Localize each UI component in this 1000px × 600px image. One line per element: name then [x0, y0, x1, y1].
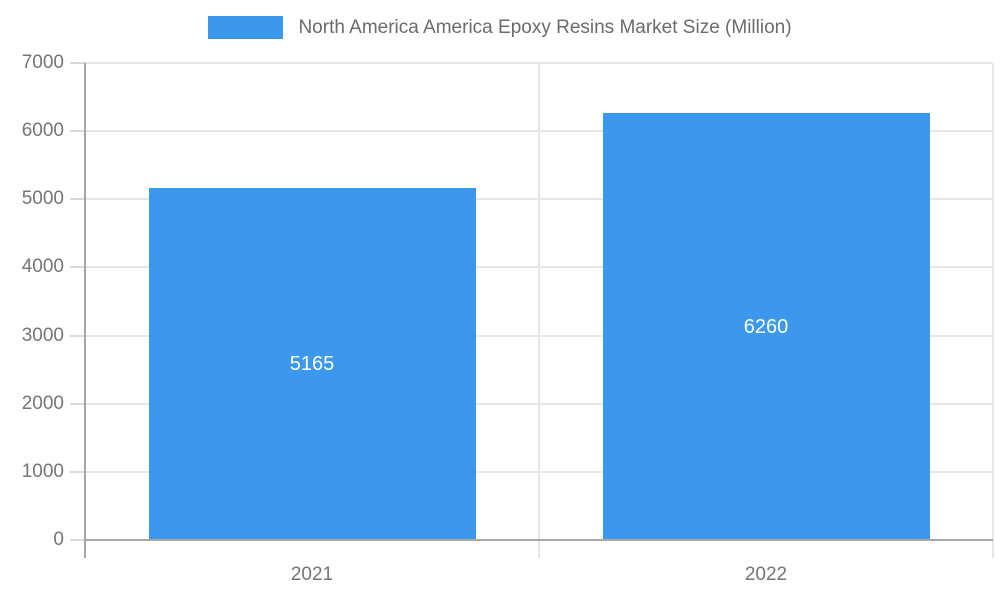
y-axis-tick	[70, 266, 85, 269]
y-axis-tick	[70, 539, 85, 541]
bar-2022[interactable]	[602, 113, 930, 540]
y-axis-label: 5000	[21, 188, 64, 210]
y-axis-tick	[70, 130, 85, 133]
y-axis-tick	[70, 402, 85, 405]
y-axis-tick	[70, 62, 85, 64]
y-axis-label: 6000	[21, 120, 64, 142]
x-axis-label: 2022	[744, 564, 788, 585]
category-boundary-line	[992, 63, 994, 558]
legend-label: North America America Epoxy Resins Marke…	[298, 16, 792, 38]
y-axis-line	[84, 63, 86, 558]
bar-2021[interactable]	[148, 188, 476, 540]
bar-value-label: 6260	[743, 315, 789, 338]
y-axis-label: 3000	[21, 324, 64, 346]
y-axis-tick	[70, 198, 85, 201]
y-axis-tick	[70, 334, 85, 337]
y-axis-label: 0	[53, 529, 64, 550]
x-axis-line	[85, 539, 993, 541]
y-axis-label: 7000	[21, 52, 64, 73]
bar-value-label: 5165	[289, 353, 335, 376]
category-boundary-line	[538, 63, 540, 558]
x-axis-label: 2021	[290, 564, 334, 585]
y-axis-label: 1000	[21, 460, 64, 482]
legend-swatch-icon	[208, 16, 284, 39]
legend[interactable]: North America America Epoxy Resins Marke…	[0, 16, 1000, 39]
y-axis-label: 2000	[21, 392, 64, 414]
y-axis-tick	[70, 470, 85, 473]
y-axis-label: 4000	[21, 256, 64, 278]
